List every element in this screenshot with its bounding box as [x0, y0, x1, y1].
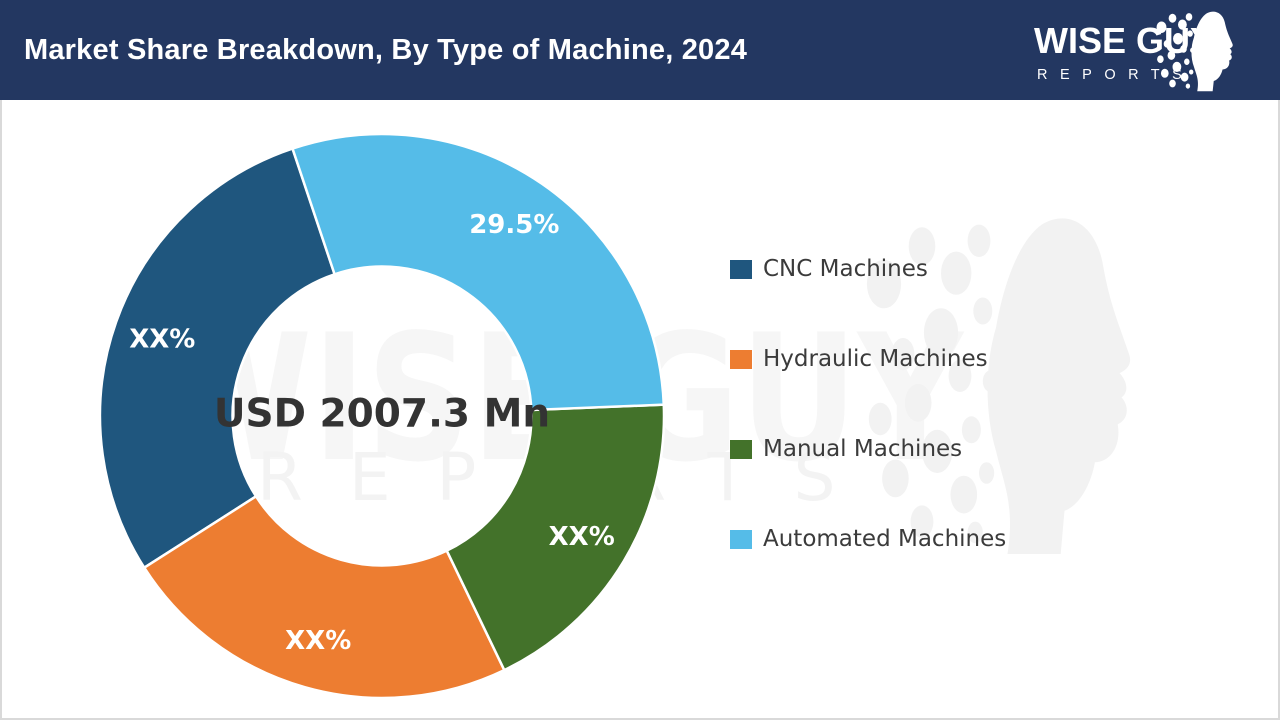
header-bar: Market Share Breakdown, By Type of Machi…: [0, 0, 1280, 100]
chart-legend: CNC Machines Hydraulic Machines Manual Mac…: [730, 252, 1006, 612]
legend-swatch: [730, 439, 752, 459]
donut-slice-manual-machines: [445, 403, 666, 672]
legend-label: CNC Machines: [763, 256, 928, 282]
donut-slice-hydraulic-machines: [142, 494, 506, 700]
donut-chart: XX% XX% XX% 29.5%: [98, 132, 666, 700]
page-title: Market Share Breakdown, By Type of Machi…: [24, 33, 748, 66]
slice-value-label-manual-machines: XX%: [549, 522, 615, 552]
slice-value-label-automated-machines: 29.5%: [469, 210, 559, 240]
legend-label: Automated Machines: [763, 526, 1007, 552]
brand-subtext: REPORTS: [1037, 67, 1194, 83]
brand-logo: WISE GUY REPORTS: [1034, 11, 1233, 92]
legend-swatch: [730, 529, 752, 549]
legend-label: Manual Machines: [763, 436, 963, 462]
legend-item-hydraulic-machines: Hydraulic Machines: [730, 342, 1006, 376]
legend-swatch: [730, 259, 752, 279]
legend-swatch: [730, 349, 752, 369]
donut-slice-automated-machines: [290, 132, 666, 412]
legend-item-manual-machines: Manual Machines: [730, 432, 1006, 466]
brand-wordmark: WISE GUY: [1034, 20, 1214, 61]
legend-item-cnc-machines: CNC Machines: [730, 252, 1006, 286]
slice-value-label-hydraulic-machines: XX%: [285, 626, 351, 656]
legend-label: Hydraulic Machines: [763, 346, 988, 372]
donut-slice-cnc-machines: [98, 146, 337, 570]
legend-item-automated-machines: Automated Machines: [730, 522, 1006, 556]
chart-canvas: WISE GUY REPORTS XX%XX%XX%29.5% USD 2007…: [0, 100, 1280, 720]
chart-center-total: USD 2007.3 Mn: [213, 391, 551, 437]
slice-value-label-cnc-machines: XX%: [129, 324, 195, 354]
